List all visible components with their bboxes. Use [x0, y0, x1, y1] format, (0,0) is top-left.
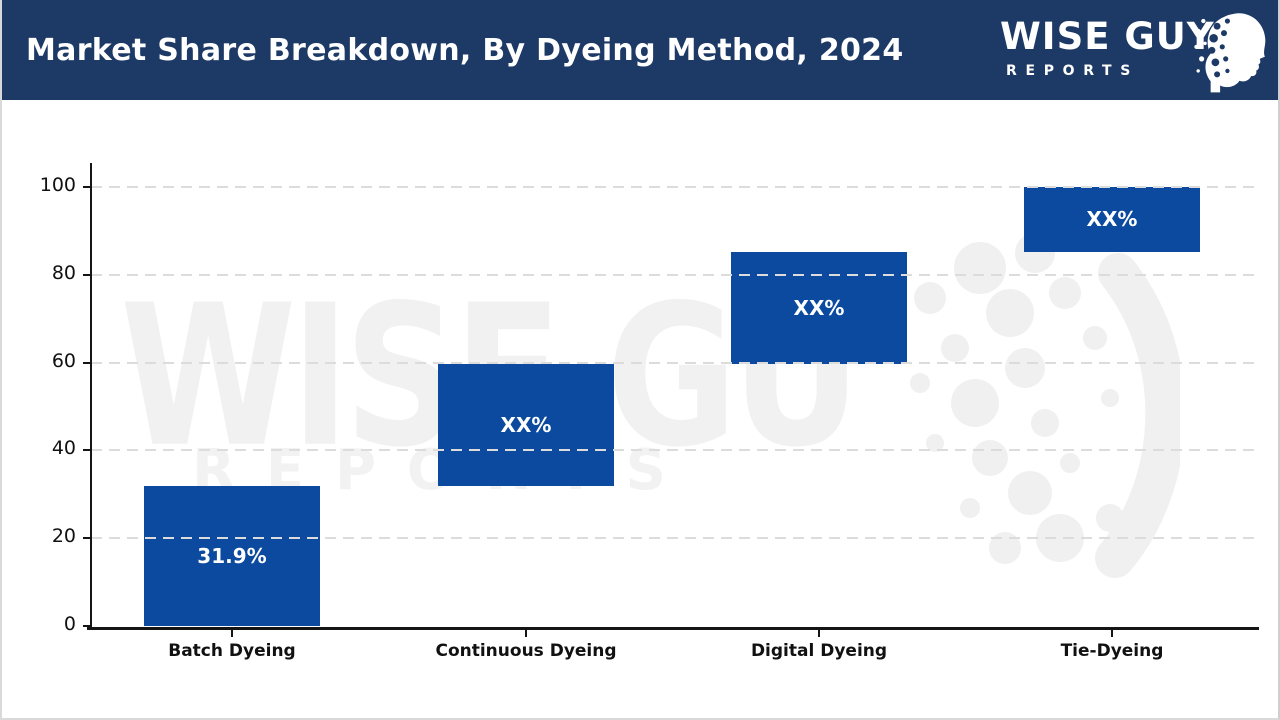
y-tick [83, 537, 91, 540]
gridline-60 [91, 361, 1254, 364]
x-tick-label: Continuous Dyeing [435, 641, 617, 661]
logo-reports-text: REPORTS [1006, 63, 1140, 79]
y-axis-line [90, 163, 92, 630]
x-tick [525, 630, 527, 637]
chart: WISE GU REPORTS 02040608010031.9%XX%XX%X… [2, 100, 1278, 718]
bar-label: XX% [793, 295, 845, 320]
bar-label: XX% [500, 412, 552, 437]
y-tick-label: 80 [51, 261, 76, 284]
x-tick [231, 630, 233, 637]
y-tick [83, 273, 91, 276]
logo-wiseguy-text: WISE GUY [1000, 15, 1215, 58]
wise-guy-reports-logo: WISE GUY REPORTS [1000, 7, 1266, 93]
y-tick-label: 40 [51, 437, 76, 460]
page-title: Market Share Breakdown, By Dyeing Method… [26, 32, 904, 68]
bar-continuous-dyeing: XX% [438, 363, 614, 486]
header: Market Share Breakdown, By Dyeing Method… [2, 0, 1278, 100]
bar-label: 31.9% [197, 543, 267, 568]
y-tick [83, 361, 91, 364]
bar-label: XX% [1086, 207, 1138, 232]
y-tick-label: 20 [51, 525, 76, 548]
y-tick [83, 186, 91, 188]
x-axis-line [87, 627, 1259, 630]
gridline-20 [91, 537, 1254, 540]
y-tick [83, 449, 91, 452]
x-tick-label: Tie-Dyeing [1060, 641, 1164, 661]
x-tick-label: Batch Dyeing [168, 641, 296, 661]
x-tick [818, 630, 820, 637]
gridline-40 [91, 449, 1254, 452]
dotted-head-icon [1194, 13, 1266, 93]
bar-digital-dyeing: XX% [731, 251, 907, 364]
gridline-100 [91, 186, 1254, 188]
x-tick-label: Digital Dyeing [750, 641, 888, 661]
bar-batch-dyeing: 31.9% [144, 485, 320, 626]
gridline-80 [91, 273, 1254, 276]
y-tick-label: 0 [63, 613, 76, 635]
y-tick-label: 60 [51, 349, 76, 372]
bar-tie-dyeing: XX% [1024, 187, 1200, 252]
y-tick [83, 625, 91, 627]
x-tick [1111, 630, 1113, 637]
watermark-head-icon [910, 233, 1180, 578]
y-tick-label: 100 [39, 174, 76, 196]
